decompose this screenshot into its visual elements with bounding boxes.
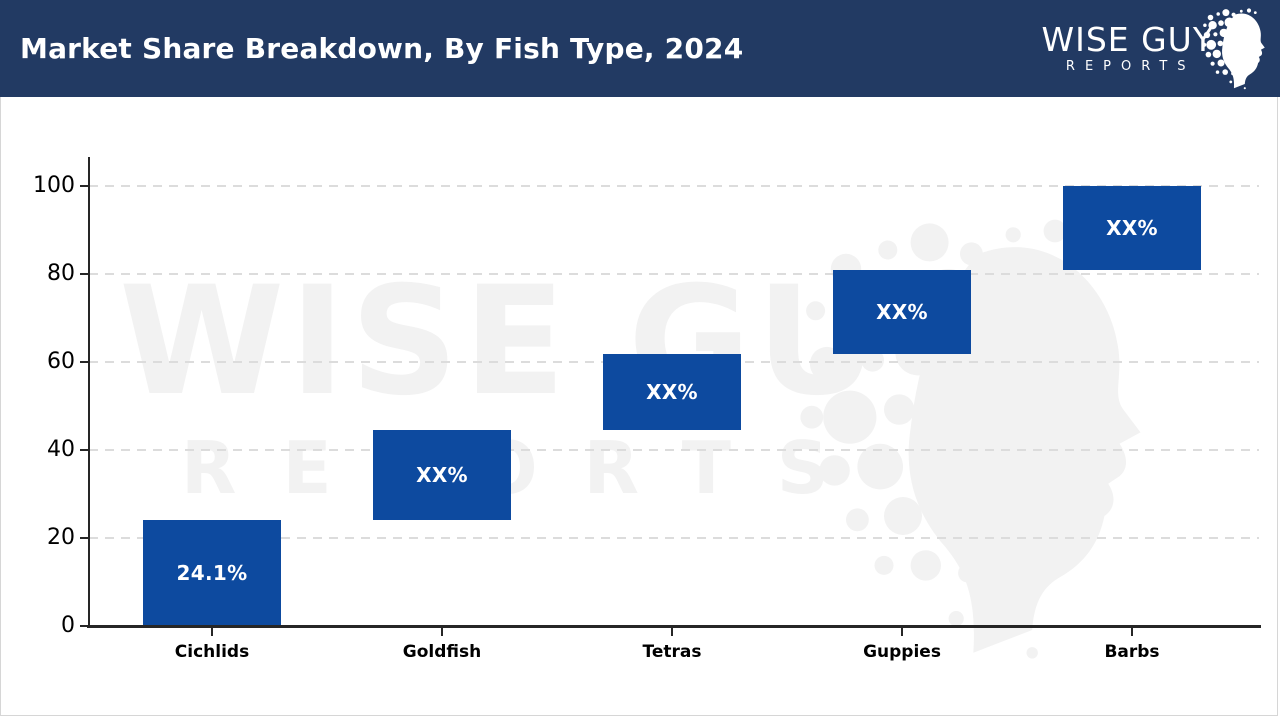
header-bar: Market Share Breakdown, By Fish Type, 20…	[0, 0, 1280, 97]
y-tick-40	[80, 449, 88, 451]
logo-text: WISE GUY REPORTS	[1041, 19, 1214, 75]
y-tick-20	[80, 537, 88, 539]
bar-cichlids: 24.1%	[143, 519, 281, 626]
y-tick-100	[80, 185, 88, 187]
x-label-cichlids: Cichlids	[174, 642, 250, 662]
x-tick-goldfish	[441, 628, 443, 636]
x-tick-cichlids	[211, 628, 213, 636]
y-tick-60	[80, 361, 88, 363]
chart-canvas: WISE GUY REPORTS 24.1% XX% XX% XX% XX% 0 20 40 6…	[0, 97, 1278, 716]
logo-face-icon	[1200, 7, 1270, 91]
chart-title: Market Share Breakdown, By Fish Type, 20…	[20, 32, 744, 65]
wise-guy-reports-logo: WISE GUY REPORTS	[1041, 7, 1270, 91]
y-tick-0	[80, 625, 88, 627]
watermark-face-icon	[786, 212, 1172, 668]
y-tick-label-100: 100	[33, 173, 75, 198]
y-tick-label-40: 40	[47, 437, 75, 462]
logo-subtitle: REPORTS	[1065, 59, 1196, 75]
watermark-subtitle: REPORTS	[181, 426, 875, 510]
y-tick-label-0: 0	[61, 613, 75, 638]
y-tick-80	[80, 273, 88, 275]
y-tick-label-20: 20	[47, 525, 75, 550]
y-tick-label-80: 80	[47, 261, 75, 286]
bar-value-label: 24.1%	[176, 560, 248, 585]
y-tick-label-60: 60	[47, 349, 75, 374]
x-tick-tetras	[671, 628, 673, 636]
y-axis-line	[88, 157, 90, 627]
gridline-100	[89, 185, 1259, 187]
x-label-tetras: Tetras	[642, 642, 702, 662]
logo-wordmark: WISE GUY	[1041, 19, 1214, 59]
x-label-goldfish: Goldfish	[402, 642, 482, 662]
